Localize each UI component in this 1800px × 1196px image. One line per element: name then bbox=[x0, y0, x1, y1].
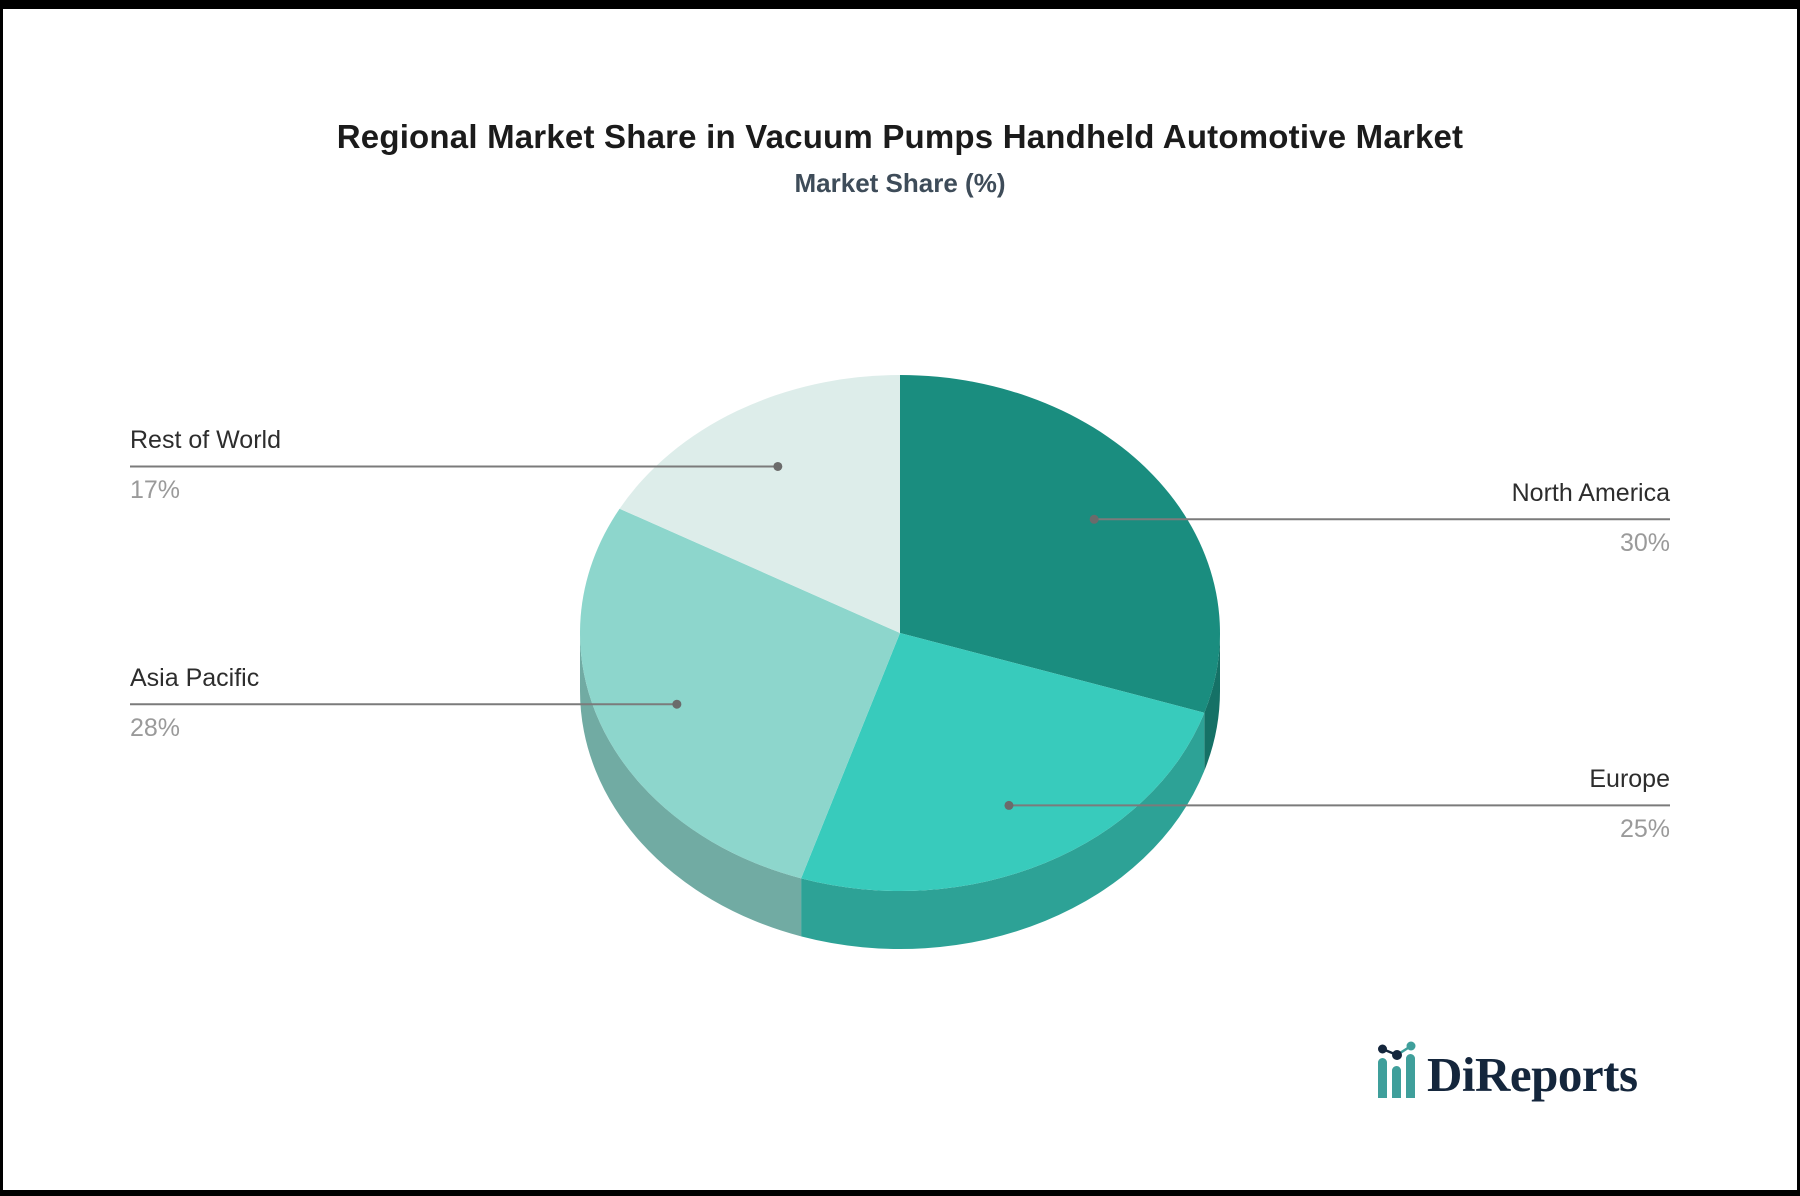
callout-label-rest-of-world: Rest of World bbox=[130, 426, 281, 455]
pie-slice-side-north-america bbox=[1204, 633, 1220, 771]
callout-value-north-america: 30% bbox=[1619, 529, 1670, 558]
pie-slice-europe[interactable] bbox=[801, 633, 1205, 891]
callout-dot-europe bbox=[1004, 800, 1014, 810]
callout-label-north-america: North America bbox=[1511, 479, 1670, 508]
callout-dot-asia-pacific bbox=[672, 699, 682, 709]
callout-value-rest-of-world: 17% bbox=[130, 476, 181, 505]
pie-slice-asia-pacific[interactable] bbox=[579, 508, 900, 879]
chart-subtitle: Market Share (%) bbox=[794, 168, 1006, 198]
pie-slice-side-asia-pacific bbox=[580, 633, 802, 937]
logo: DiReports bbox=[1376, 1032, 1638, 1103]
pie-slice-side-europe bbox=[801, 712, 1205, 949]
callout-value-asia-pacific: 28% bbox=[130, 714, 181, 743]
logo-text: DiReports bbox=[1427, 1047, 1638, 1103]
chart-title: Regional Market Share in Vacuum Pumps Ha… bbox=[336, 118, 1464, 155]
callout-dot-rest-of-world bbox=[773, 461, 783, 471]
callout-label-europe: Europe bbox=[1589, 765, 1670, 794]
pie-slice-rest-of-world[interactable] bbox=[619, 375, 900, 633]
logo-icon bbox=[1378, 1041, 1416, 1098]
callout-dot-north-america bbox=[1089, 514, 1099, 524]
callout-value-europe: 25% bbox=[1619, 815, 1670, 844]
pie-slice-north-america[interactable] bbox=[900, 375, 1220, 713]
callout-label-asia-pacific: Asia Pacific bbox=[130, 664, 260, 693]
